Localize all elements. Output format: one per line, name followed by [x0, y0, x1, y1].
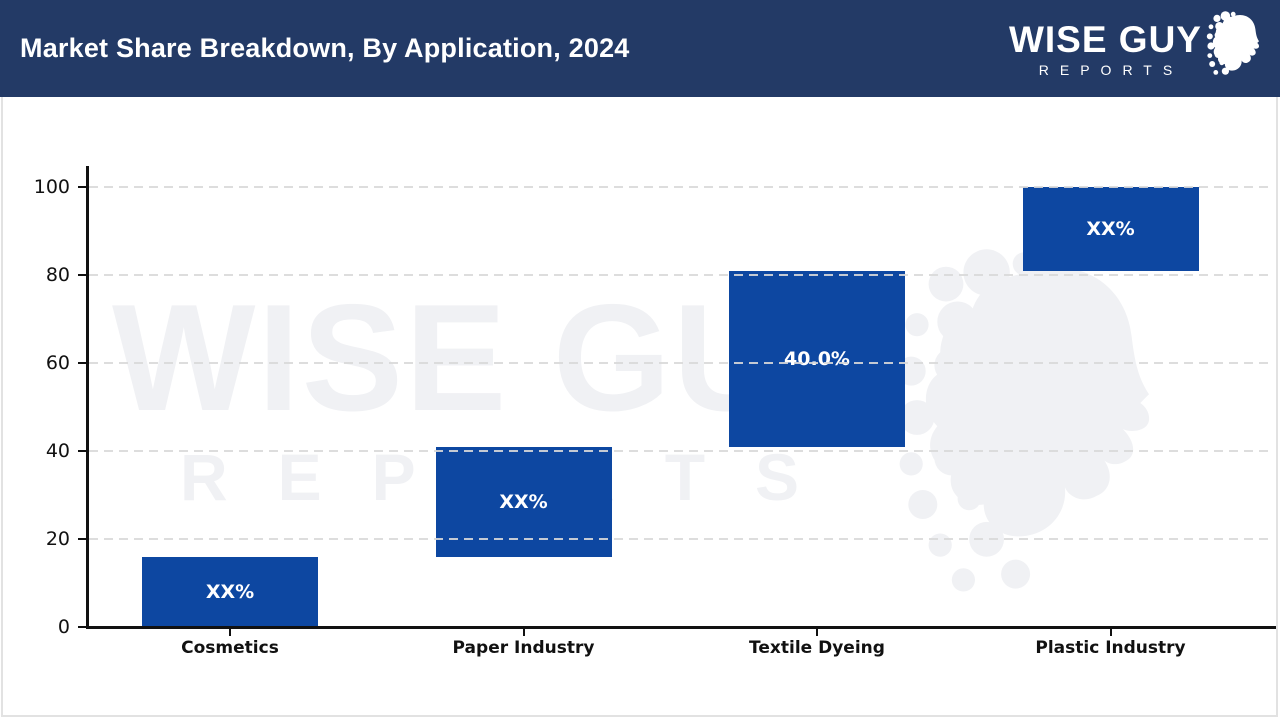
y-axis-tick	[78, 362, 86, 364]
bar-textile-dyeing: 40.0%	[729, 270, 905, 447]
y-axis-tick	[78, 450, 86, 452]
y-axis-tick-label: 40	[45, 440, 70, 462]
brand-logo: WISE GUY REPORTS	[1009, 6, 1266, 92]
y-axis-tick-label: 0	[57, 616, 70, 638]
y-axis-spine	[86, 166, 89, 628]
y-axis-tick-label: 60	[45, 352, 70, 374]
bar-value-label: XX%	[1086, 217, 1135, 240]
y-axis-tick-label: 20	[45, 528, 70, 550]
x-axis-category-label: Cosmetics	[181, 638, 279, 658]
y-axis-tick	[78, 274, 86, 276]
y-axis-tick	[78, 186, 86, 188]
y-axis-tick	[78, 626, 86, 628]
x-axis-tick	[1109, 629, 1112, 636]
bar-value-label: XX%	[205, 580, 255, 603]
y-axis-tick-label: 100	[33, 176, 70, 198]
bar-value-label: XX%	[499, 490, 548, 513]
x-axis-category-label: Textile Dyeing	[749, 638, 885, 658]
x-axis-category-label: Plastic Industry	[1035, 638, 1186, 658]
bar-paper-industry: XX%	[435, 446, 612, 557]
page-title: Market Share Breakdown, By Application, …	[20, 33, 630, 63]
bar-cosmetics: XX%	[142, 556, 318, 627]
x-axis-tick	[522, 629, 525, 636]
bar-value-label: 40.0%	[784, 347, 850, 370]
y-axis-tick-label: 80	[45, 264, 70, 286]
bar-plastic-industry: XX%	[1022, 187, 1199, 271]
x-axis-tick	[229, 629, 231, 636]
logo-name: WISE GUY	[1008, 19, 1202, 60]
y-axis-tick	[78, 538, 86, 540]
watermark-dotted-head-icon	[896, 249, 1150, 592]
logo-dotted-head-icon	[1206, 11, 1260, 75]
x-axis-spine	[86, 626, 1276, 629]
logo-subtitle: REPORTS	[1038, 62, 1184, 78]
x-axis-category-label: Paper Industry	[452, 638, 595, 658]
x-axis-tick	[816, 629, 818, 636]
header-band: Market Share Breakdown, By Application, …	[0, 0, 1280, 97]
